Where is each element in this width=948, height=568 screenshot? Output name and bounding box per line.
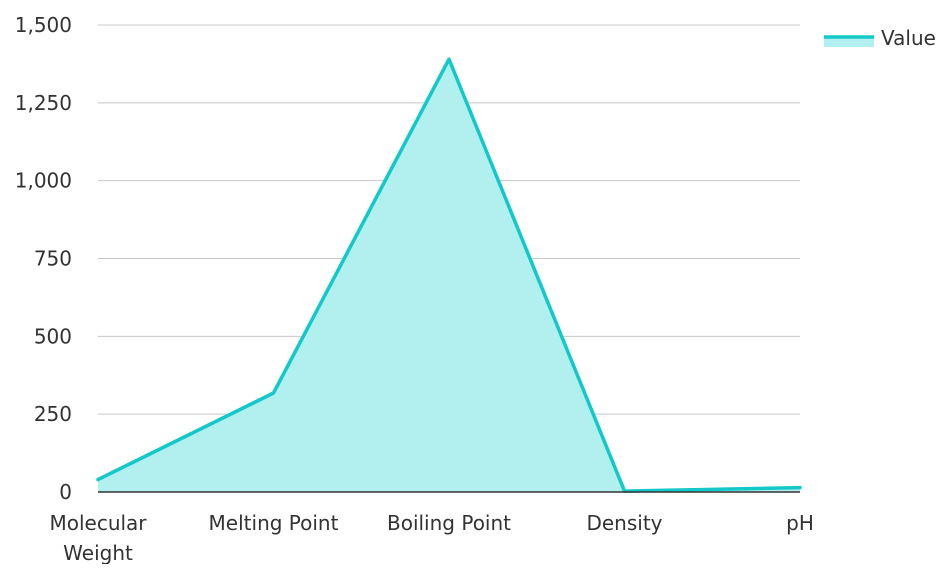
y-tick-labels: 0 250 500 750 1,000 1,250 1,500 (15, 13, 72, 504)
y-tick-label: 1,000 (15, 169, 72, 193)
x-category-label: Boiling Point (387, 511, 511, 535)
y-tick-label: 1,500 (15, 13, 72, 37)
y-tick-label: 500 (34, 324, 72, 348)
category-label-line: Molecular (49, 511, 147, 535)
category-label-line: Melting Point (209, 511, 339, 535)
x-category-label: Molecular Weight (49, 511, 147, 564)
y-tick-label: 1,250 (15, 91, 72, 115)
y-tick-label: 750 (34, 247, 72, 271)
category-label-line: pH (786, 511, 814, 535)
series-area-layer (98, 59, 800, 492)
category-label-line: Boiling Point (387, 511, 511, 535)
category-label-line: Density (586, 511, 662, 535)
y-tick-label: 250 (34, 402, 72, 426)
x-category-label: pH (786, 511, 814, 535)
x-category-label: Density (586, 511, 662, 535)
legend-label: Value (881, 26, 936, 50)
category-label-line: Weight (63, 541, 133, 564)
x-category-label: Melting Point (209, 511, 339, 535)
y-tick-label: 0 (59, 480, 72, 504)
x-category-labels: Molecular Weight Melting Point Boiling Poin… (49, 511, 813, 564)
legend: Value (824, 26, 936, 50)
